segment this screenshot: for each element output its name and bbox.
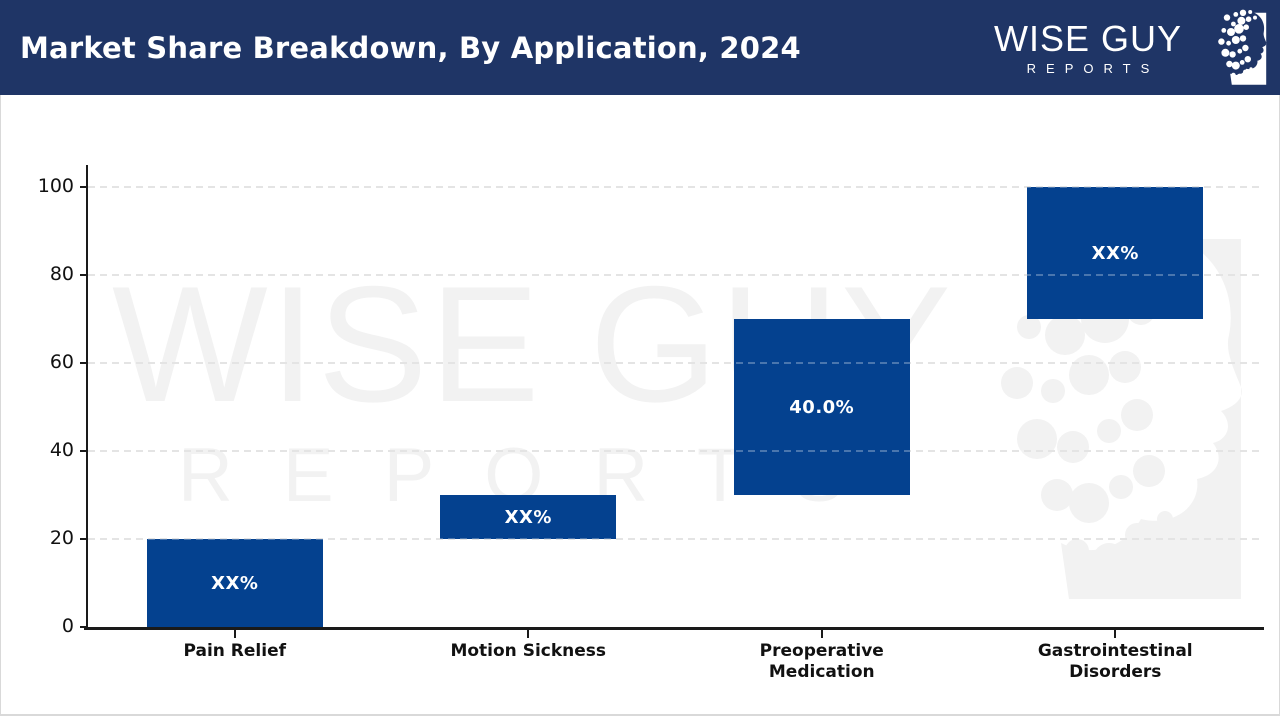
y-tick-label-0: 0 bbox=[61, 615, 74, 637]
gridline-40 bbox=[88, 450, 1262, 452]
x-tick-1 bbox=[527, 630, 530, 638]
bar-value-label: XX% bbox=[504, 506, 552, 528]
y-tick-label-60: 60 bbox=[49, 351, 74, 373]
wise-guy-reports-logo: WISE GUY REPORTS bbox=[994, 0, 1268, 95]
gridline-overlay-80 bbox=[88, 274, 1262, 276]
y-tick-label-100: 100 bbox=[37, 175, 74, 197]
y-tick-label-40: 40 bbox=[49, 439, 74, 461]
bar-value-label: XX% bbox=[211, 572, 259, 594]
bar-pain-relief: XX% bbox=[146, 539, 323, 627]
gridline-20 bbox=[88, 538, 1262, 540]
y-tick-80 bbox=[80, 274, 88, 276]
bar-motion-sickness: XX% bbox=[440, 495, 617, 539]
category-label-0: Pain Relief bbox=[183, 641, 287, 661]
x-tick-0 bbox=[233, 630, 236, 638]
x-axis-line bbox=[84, 627, 1264, 630]
logo-brand-name: WISE GUY bbox=[993, 17, 1182, 59]
logo-text: WISE GUY REPORTS bbox=[993, 17, 1182, 76]
bar-preoperative-medication: 40.0% bbox=[733, 319, 910, 495]
gridline-80 bbox=[88, 274, 1262, 276]
page-title: Market Share Breakdown, By Application, … bbox=[20, 30, 801, 65]
gridline-60 bbox=[88, 362, 1262, 364]
y-tick-60 bbox=[80, 362, 88, 364]
bar-value-label: XX% bbox=[1091, 242, 1139, 264]
y-tick-40 bbox=[80, 450, 88, 452]
logo-reports-label: REPORTS bbox=[1026, 60, 1160, 76]
gridline-overlay-100 bbox=[88, 186, 1262, 188]
bar-gastrointestinal-disorders: XX% bbox=[1027, 187, 1204, 319]
y-tick-label-20: 20 bbox=[49, 527, 74, 549]
y-axis-line bbox=[86, 165, 88, 629]
y-tick-label-80: 80 bbox=[49, 263, 74, 285]
header-bar: Market Share Breakdown, By Application, … bbox=[0, 0, 1280, 95]
category-label-2: Preoperative Medication bbox=[759, 641, 884, 683]
bar-value-label: 40.0% bbox=[789, 396, 855, 418]
y-tick-100 bbox=[80, 186, 88, 188]
gridline-100 bbox=[88, 186, 1262, 188]
category-label-3: Gastrointestinal Disorders bbox=[1037, 641, 1193, 683]
x-tick-2 bbox=[820, 630, 823, 638]
gridline-overlay-60 bbox=[88, 362, 1262, 364]
logo-face-dots-icon bbox=[1218, 9, 1267, 85]
gridline-overlay-40 bbox=[88, 450, 1262, 452]
x-tick-3 bbox=[1114, 630, 1117, 638]
y-tick-20 bbox=[80, 538, 88, 540]
category-label-1: Motion Sickness bbox=[450, 641, 607, 661]
gridline-overlay-20 bbox=[88, 538, 1262, 540]
